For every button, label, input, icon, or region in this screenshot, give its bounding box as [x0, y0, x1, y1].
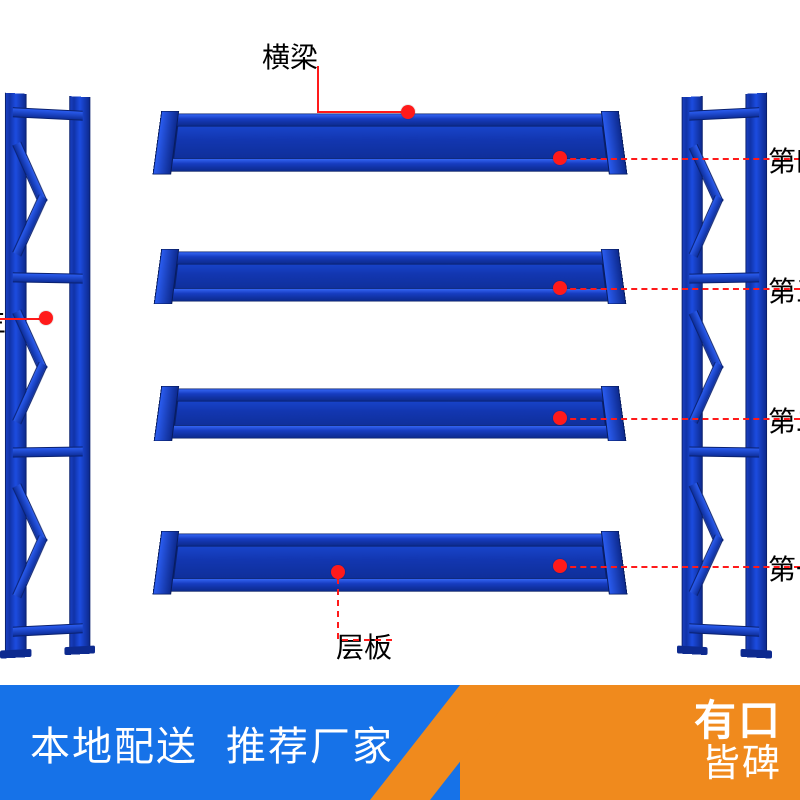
callout-dot	[553, 151, 567, 165]
banner-accent-text: 推荐厂家	[226, 714, 394, 772]
callout-dot	[553, 559, 567, 573]
callout-leader-level	[560, 158, 800, 160]
upright-post	[69, 96, 90, 649]
banner-left: 本地配送 推荐厂家	[0, 685, 460, 800]
diagram-stage: 横梁 主 层板 第四 第三 第二 第一 本地配送 推荐厂家 有口 皆碑	[0, 0, 800, 800]
callout-label-deck: 层板	[336, 626, 392, 666]
upright-hbar	[13, 272, 83, 283]
callout-dot	[39, 311, 53, 325]
banner-right-line2: 皆碑	[702, 743, 782, 787]
upright-hbar	[13, 447, 83, 458]
shelf-beam	[159, 252, 621, 265]
shelf-beam	[154, 425, 626, 438]
upright-foot	[0, 649, 31, 659]
banner-right-line1: 有口	[694, 699, 782, 743]
shelf-beam	[153, 578, 627, 592]
banner-left-text: 本地配送	[30, 714, 198, 772]
callout-label-level-4: 第四	[768, 140, 800, 180]
callout-dot	[553, 411, 567, 425]
upright-foot	[677, 646, 708, 656]
banner-right: 有口 皆碑	[460, 685, 800, 800]
promo-banner: 本地配送 推荐厂家 有口 皆碑	[0, 685, 800, 800]
upright-foot	[741, 649, 772, 659]
upright-hbar	[689, 272, 759, 283]
upright-foot	[64, 646, 95, 656]
callout-label-level-3: 第三	[768, 270, 800, 310]
callout-label-level-1: 第一	[768, 548, 800, 588]
upright-hbar	[689, 447, 759, 458]
callout-dot	[401, 105, 415, 119]
callout-leader-level	[560, 418, 800, 420]
callout-label-beam: 横梁	[262, 36, 318, 76]
callout-label-post: 主	[0, 300, 6, 340]
callout-leader-level	[560, 566, 800, 568]
rack-upright-left	[5, 93, 90, 653]
rack-upright-right	[682, 93, 767, 653]
upright-post	[745, 93, 767, 653]
shelf-beam	[159, 389, 621, 402]
shelf-beam	[159, 534, 621, 547]
callout-dot	[331, 565, 345, 579]
shelf-beam	[159, 114, 621, 127]
callout-dot	[553, 281, 567, 295]
callout-leader-level	[560, 288, 800, 290]
callout-label-level-2: 第二	[768, 400, 800, 440]
